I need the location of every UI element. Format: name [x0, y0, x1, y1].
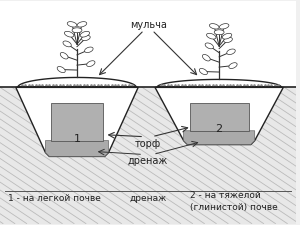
Text: 1 - на легкой почве: 1 - на легкой почве [8, 194, 101, 203]
Ellipse shape [77, 22, 87, 27]
Ellipse shape [214, 30, 224, 35]
Polygon shape [157, 79, 281, 87]
Text: 2: 2 [216, 124, 223, 134]
Bar [0, 1, 296, 87]
Ellipse shape [227, 49, 235, 54]
Polygon shape [184, 131, 255, 145]
Text: мульча: мульча [130, 20, 166, 30]
Text: (глинистой) почве: (глинистой) почве [190, 203, 277, 212]
Ellipse shape [60, 52, 68, 59]
Ellipse shape [63, 41, 71, 47]
Bar [51, 103, 103, 141]
Ellipse shape [205, 43, 213, 49]
Ellipse shape [87, 61, 95, 67]
Polygon shape [18, 77, 136, 87]
Ellipse shape [82, 35, 90, 41]
Polygon shape [16, 87, 138, 156]
Text: 2 - на тяжелой: 2 - на тяжелой [190, 191, 260, 200]
Ellipse shape [67, 22, 77, 27]
Polygon shape [155, 87, 283, 145]
Ellipse shape [206, 33, 216, 39]
Ellipse shape [57, 66, 65, 73]
Ellipse shape [219, 24, 229, 29]
Ellipse shape [229, 63, 237, 69]
Polygon shape [45, 141, 109, 156]
Ellipse shape [72, 28, 82, 33]
Bar [190, 103, 249, 131]
Ellipse shape [85, 47, 93, 53]
Text: 1: 1 [74, 134, 80, 144]
Ellipse shape [202, 54, 210, 61]
Text: торф: торф [135, 139, 161, 149]
Ellipse shape [80, 31, 90, 37]
Ellipse shape [209, 24, 219, 29]
Ellipse shape [199, 68, 207, 75]
Ellipse shape [224, 37, 233, 43]
Bar [0, 87, 296, 224]
Text: дренаж: дренаж [130, 194, 167, 203]
Ellipse shape [222, 33, 232, 39]
Text: дренаж: дренаж [128, 156, 168, 166]
Ellipse shape [64, 31, 74, 37]
